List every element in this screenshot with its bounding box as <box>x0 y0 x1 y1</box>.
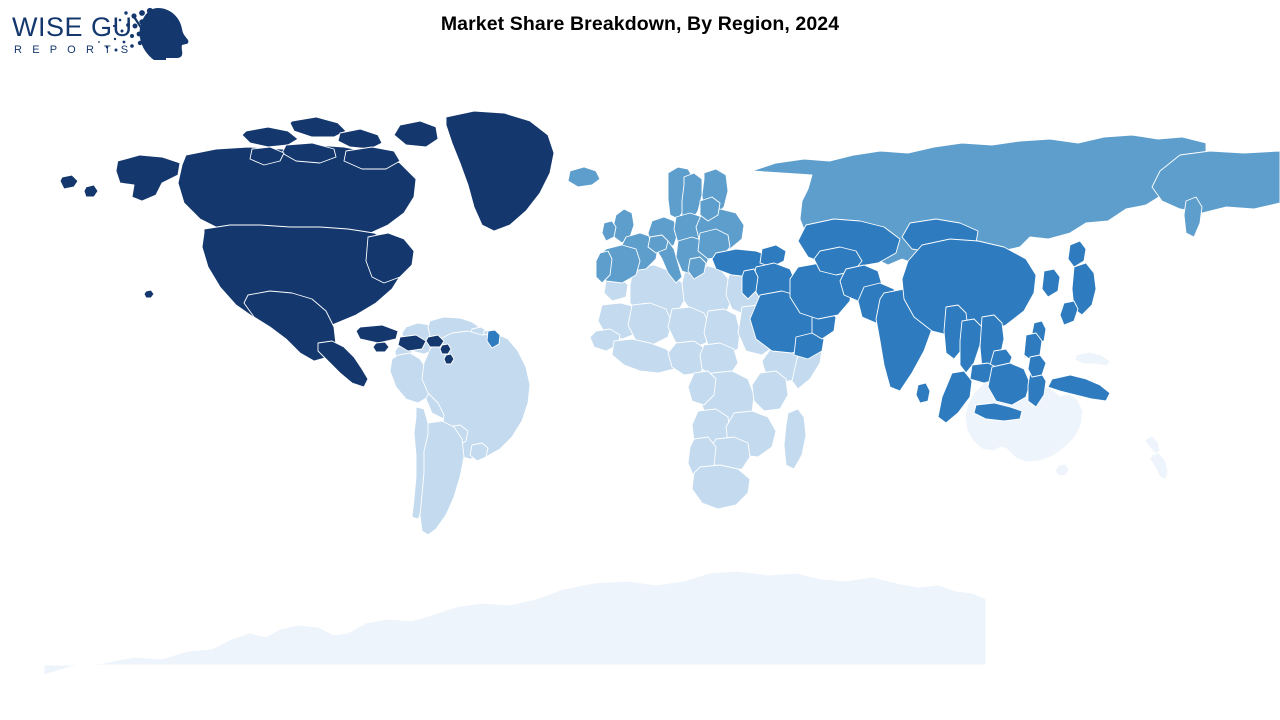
world-map-svg <box>43 110 1280 676</box>
region-north-america <box>59 110 555 388</box>
world-map-chart <box>0 55 1280 720</box>
logo-wordmark-secondary: R E P O R T S <box>14 44 132 56</box>
wise-guy-reports-logo[interactable]: WISE GUY R E P O R T S <box>8 4 196 60</box>
header: WISE GUY R E P O R T S <box>0 0 1280 62</box>
logo-wordmark-primary: WISE GUY <box>12 12 151 42</box>
region-europe <box>567 134 1280 284</box>
page-title: Market Share Breakdown, By Region, 2024 <box>440 13 840 35</box>
head-profile-icon <box>98 7 189 60</box>
region-south-america-africa <box>389 254 823 536</box>
region-asia-pacific-middle-east <box>711 218 1111 424</box>
